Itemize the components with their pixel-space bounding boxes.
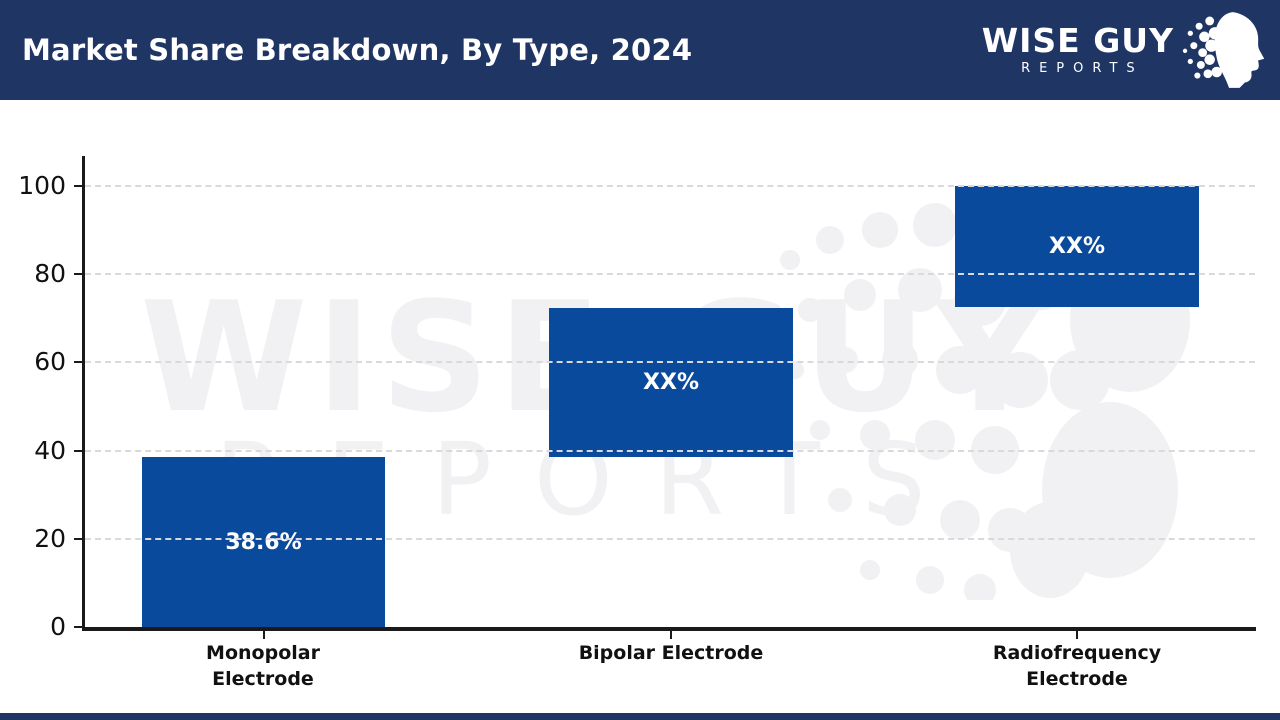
y-tick-label-60: 60 xyxy=(34,347,66,376)
gridline-100 xyxy=(85,185,1255,187)
y-tick-label-100: 100 xyxy=(18,171,66,200)
x-tick-monopolar xyxy=(263,631,265,639)
y-tick-label-20: 20 xyxy=(34,524,66,553)
y-tick-label-80: 80 xyxy=(34,259,66,288)
bar-monopolar-electrode: 38.6% xyxy=(142,457,385,627)
y-tick-0 xyxy=(74,626,82,628)
logo-name: WISE GUY xyxy=(981,21,1174,60)
y-tick-20 xyxy=(74,538,82,540)
y-tick-40 xyxy=(74,450,82,452)
x-axis-spine xyxy=(82,627,1256,631)
y-tick-label-0: 0 xyxy=(50,612,66,641)
x-label-monopolar-electrode: Monopolar Electrode xyxy=(206,642,320,690)
y-tick-60 xyxy=(74,361,82,363)
y-tick-100 xyxy=(74,185,82,187)
gridline-60 xyxy=(85,361,1255,363)
x-label-radiofrequency-electrode: Radiofrequency Electrode xyxy=(992,642,1162,690)
chart-title: Market Share Breakdown, By Type, 2024 xyxy=(22,33,693,67)
gridline-20 xyxy=(85,538,1255,540)
bar-bipolar-electrode: XX% xyxy=(549,308,793,457)
bar-radiofrequency-electrode: XX% xyxy=(955,186,1199,307)
y-tick-label-40: 40 xyxy=(34,436,66,465)
gridline-40 xyxy=(85,450,1255,452)
y-tick-80 xyxy=(74,273,82,275)
logo-text: WISE GUY REPORTS xyxy=(982,24,1174,76)
header-bar: Market Share Breakdown, By Type, 2024 WI… xyxy=(0,0,1280,100)
x-label-bipolar-electrode: Bipolar Electrode xyxy=(578,642,764,664)
logo-face-icon xyxy=(1182,12,1265,88)
logo-subtitle: REPORTS xyxy=(1021,61,1144,76)
x-tick-bipolar xyxy=(670,631,672,639)
bar-label-radiofrequency: XX% xyxy=(1049,234,1105,259)
footer-bar xyxy=(0,713,1280,720)
bar-label-monopolar: 38.6% xyxy=(225,529,302,555)
y-axis-spine xyxy=(82,156,85,630)
x-tick-radiofrequency xyxy=(1076,631,1078,639)
logo: WISE GUY REPORTS xyxy=(982,9,1280,91)
bar-label-bipolar: XX% xyxy=(643,370,699,395)
gridline-80 xyxy=(85,273,1255,275)
